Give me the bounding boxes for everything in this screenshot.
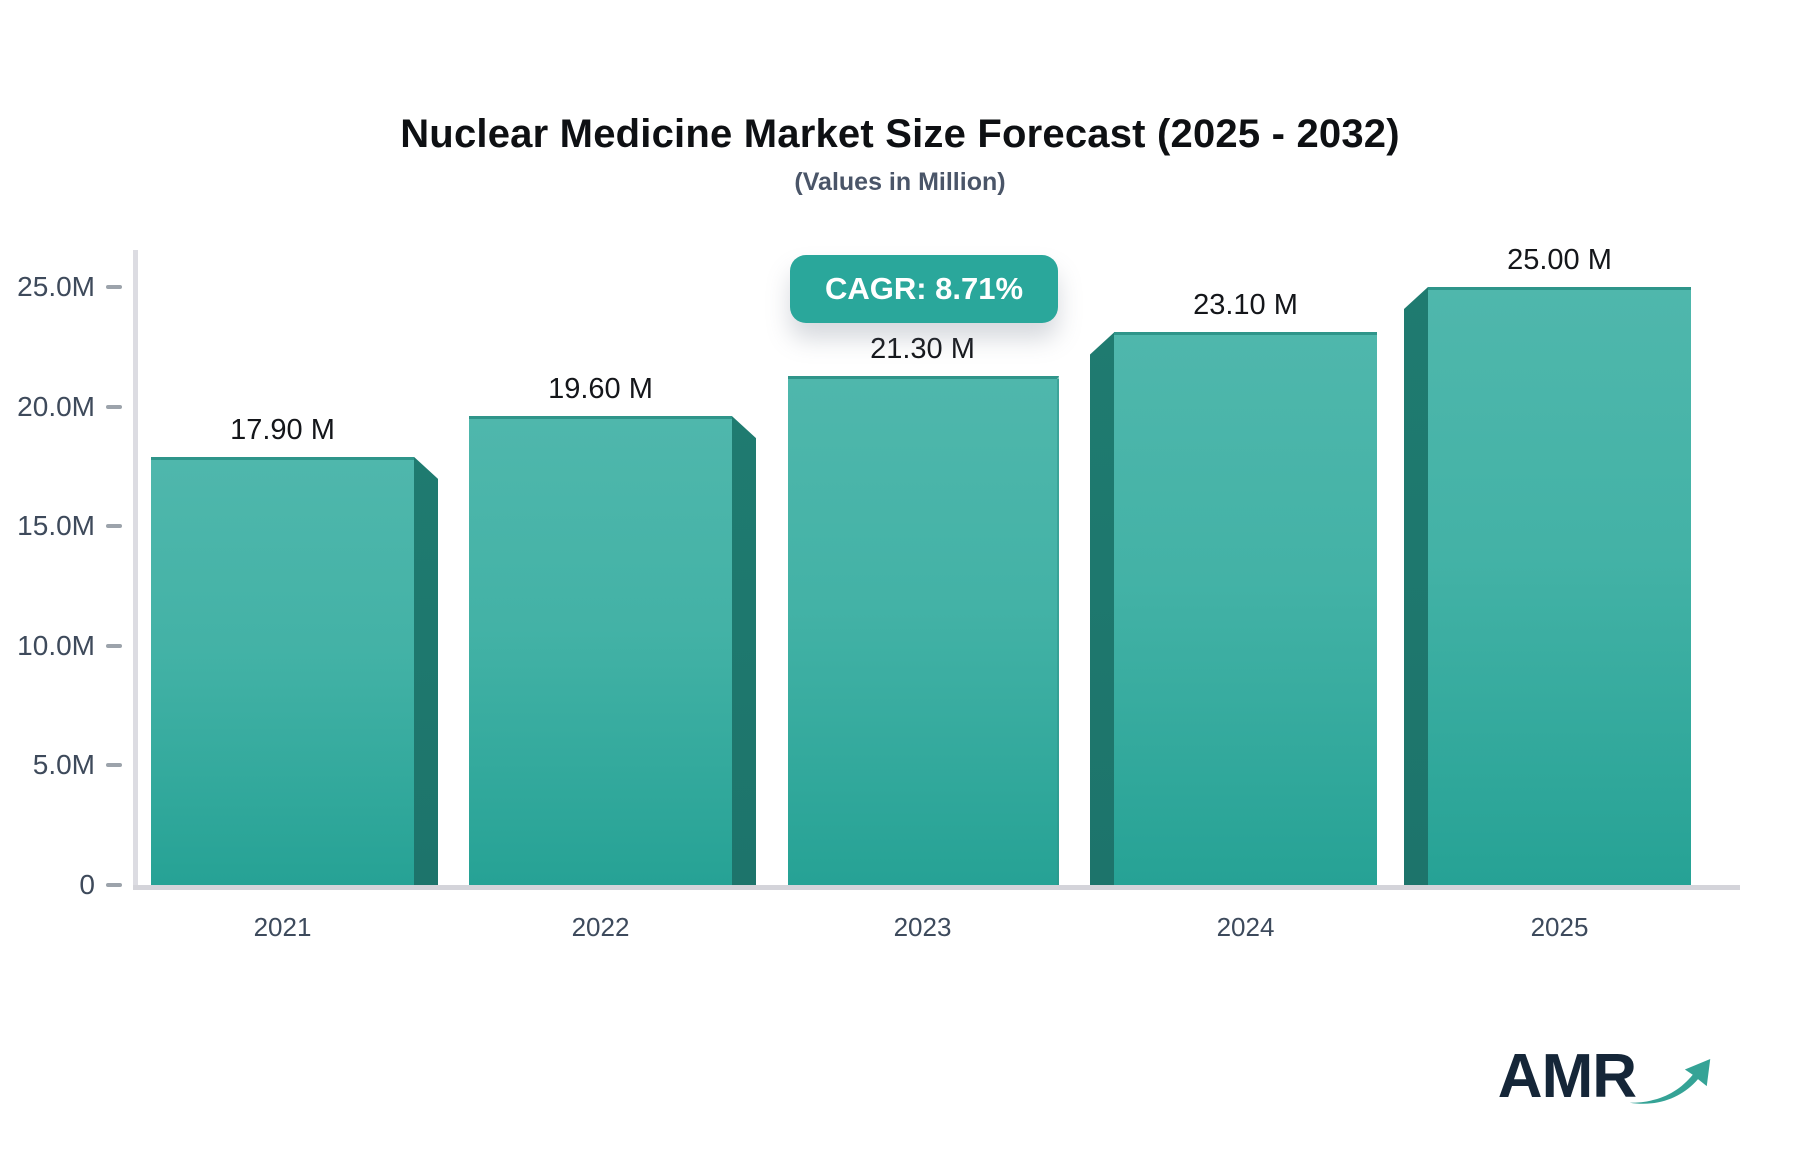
chart-subtitle: (Values in Million) [794,168,1006,196]
bar-value-label: 17.90 M [230,413,335,446]
bar-value-label: 19.60 M [548,373,653,406]
y-axis-line [133,250,138,885]
bar-3d-side [1404,287,1428,885]
x-axis-label: 2024 [1216,912,1275,942]
y-tick-mark [106,404,122,409]
y-tick: 15.0M [17,510,133,542]
x-axis-label: 2021 [253,912,312,942]
bar-2025: 25.00 M 2025 [1404,244,1691,942]
x-axis-baseline [133,885,1740,890]
cagr-badge-label: CAGR: 8.71% [824,271,1024,306]
y-tick-label: 20.0M [17,390,95,422]
y-tick-label: 5.0M [32,749,95,781]
bar-2024: 23.10 M 2024 [1090,289,1377,942]
x-axis-label: 2022 [571,912,630,942]
brand-logo: AMR [1498,1046,1712,1108]
y-tick: 25.0M [17,271,133,303]
y-tick-mark [106,643,122,648]
y-tick: 5.0M [33,749,133,781]
chart-title: Nuclear Medicine Market Size Forecast (2… [400,112,1400,156]
y-tick-label: 0 [79,869,95,900]
growth-arrow-icon [1629,1059,1711,1104]
plot-area: 17.90 M 2021 19.60 M 2022 21.30 M 2023 23.10 M… [133,244,1740,942]
y-axis: 25.0M 20.0M 15.0M 10.0M 5.0M 0 [0,271,133,900]
x-axis-label: 2025 [1530,912,1589,942]
bar-3d-side [1090,332,1114,885]
y-tick-label: 15.0M [17,510,95,542]
bar-2021: 17.90 M 2021 [151,414,438,942]
y-tick-mark [106,524,122,529]
bar-value-label: 23.10 M [1193,289,1298,322]
y-tick-mark [106,883,122,887]
y-tick-mark [106,285,122,289]
bar-2022: 19.60 M 2022 [469,373,756,942]
y-tick-label: 10.0M [17,629,95,661]
x-axis-label: 2023 [893,912,952,942]
y-tick: 10.0M [17,630,133,662]
y-tick: 0 [79,869,133,901]
brand-logo-text: AMR [1497,1042,1637,1111]
bar-3d-side [732,416,756,885]
bar-value-label: 25.00 M [1507,244,1612,276]
cagr-badge: CAGR: 8.71% [790,255,1058,323]
y-tick-mark [106,763,122,768]
y-tick-label: 25.0M [17,271,95,302]
bar-2023: 21.30 M 2023 [788,333,1059,942]
y-tick: 20.0M [17,391,133,423]
bar-3d-side [414,456,438,885]
bar-value-label: 21.30 M [870,332,975,365]
